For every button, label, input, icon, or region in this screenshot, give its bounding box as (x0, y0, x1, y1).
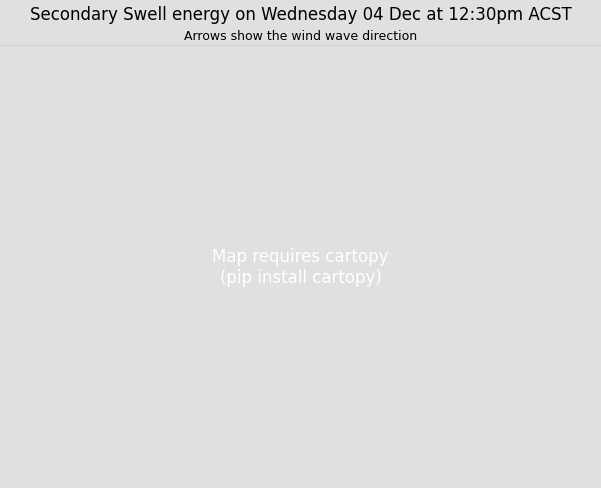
Text: Secondary Swell energy on Wednesday 04 Dec at 12:30pm ACST: Secondary Swell energy on Wednesday 04 D… (29, 6, 572, 24)
Text: Arrows show the wind wave direction: Arrows show the wind wave direction (184, 30, 417, 42)
Text: Map requires cartopy
(pip install cartopy): Map requires cartopy (pip install cartop… (212, 248, 389, 286)
